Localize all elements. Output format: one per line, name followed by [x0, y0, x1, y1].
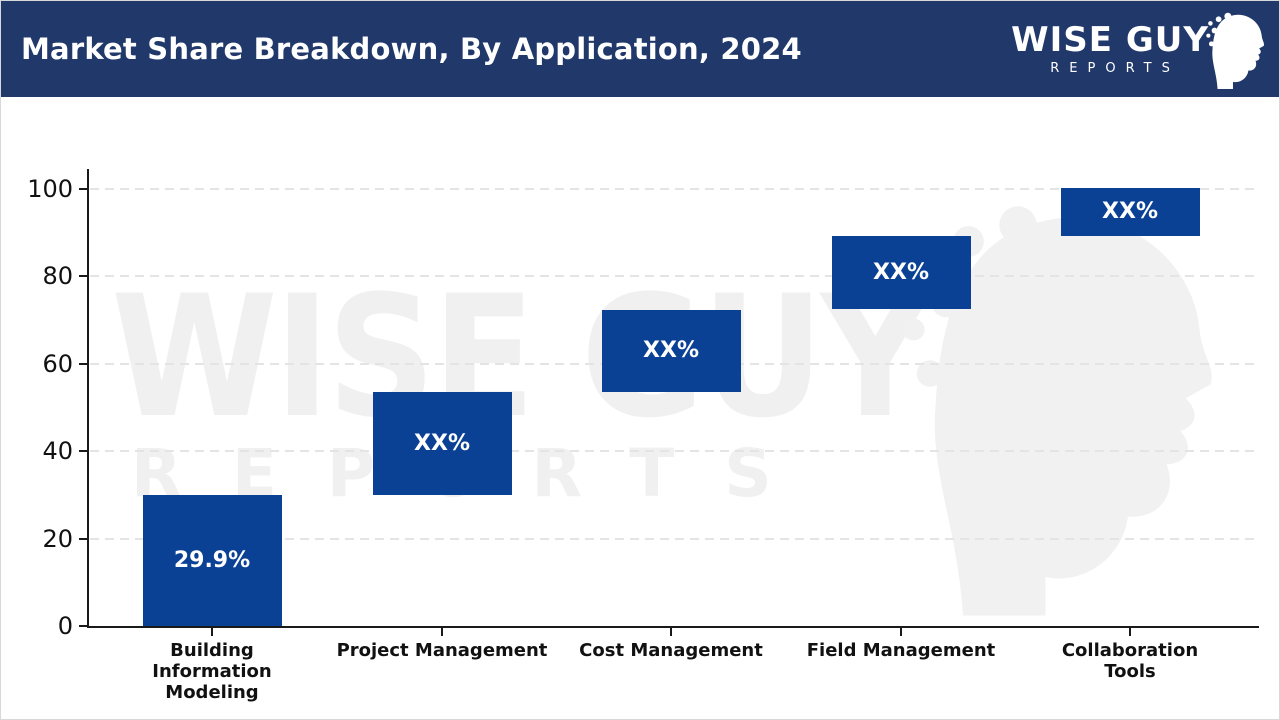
- y-tick-label: 100: [27, 174, 73, 203]
- y-tick-mark: [79, 625, 87, 627]
- x-tick-mark: [670, 628, 672, 636]
- logo-subtitle: REPORTS: [1050, 61, 1180, 76]
- y-tick-label: 60: [42, 349, 73, 378]
- bar-building-information-modeling: 29.9%: [142, 495, 282, 626]
- x-tick-mark: [1129, 628, 1131, 636]
- logo-wordmark: WISE GUY: [1011, 20, 1209, 60]
- y-tick-mark: [79, 450, 87, 452]
- y-tick-mark: [79, 362, 87, 365]
- y-tick-mark: [79, 537, 87, 540]
- y-tick-label: 0: [57, 612, 73, 640]
- bar-value-label: XX%: [414, 430, 470, 456]
- y-tick-label: 80: [42, 262, 73, 290]
- bar-value-label: XX%: [873, 260, 929, 285]
- gridline: [90, 450, 1259, 452]
- y-tick-label: 20: [42, 524, 73, 553]
- bar-value-label: 29.9%: [173, 548, 251, 574]
- watermark-wordmark: WISE GUY: [111, 259, 930, 455]
- x-tick-label: Project Management: [336, 640, 548, 661]
- x-tick-label: Collaboration Tools: [1061, 640, 1199, 682]
- x-tick-mark: [441, 628, 443, 636]
- bar-value-label: XX%: [1102, 199, 1158, 225]
- bar-field-management: XX%: [831, 236, 971, 309]
- bar-cost-management: XX%: [601, 309, 741, 392]
- y-tick-mark: [79, 187, 87, 190]
- x-tick-mark: [211, 628, 213, 636]
- y-axis-line: [87, 169, 89, 628]
- x-tick-label: Building Information Modeling: [152, 640, 272, 703]
- bar-project-management: XX%: [372, 391, 512, 495]
- bar-collaboration-tools: XX%: [1060, 187, 1200, 237]
- logo-face-icon: [1203, 9, 1265, 89]
- x-axis-line: [87, 626, 1259, 628]
- x-tick-label: Field Management: [806, 640, 996, 661]
- wise-guy-reports-logo: WISE GUY REPORTS: [1011, 7, 1265, 91]
- gridline: [90, 187, 1259, 190]
- bar-value-label: XX%: [643, 338, 699, 364]
- x-tick-mark: [900, 628, 902, 636]
- header-bar: Market Share Breakdown, By Application, …: [1, 1, 1279, 97]
- chart-title: Market Share Breakdown, By Application, …: [21, 32, 802, 66]
- x-tick-label: Cost Management: [579, 640, 763, 661]
- gridline: [90, 537, 1259, 540]
- y-tick-label: 40: [42, 437, 73, 465]
- gridline: [90, 275, 1259, 277]
- logo-text: WISE GUY REPORTS: [1011, 22, 1209, 76]
- y-tick-mark: [79, 275, 87, 277]
